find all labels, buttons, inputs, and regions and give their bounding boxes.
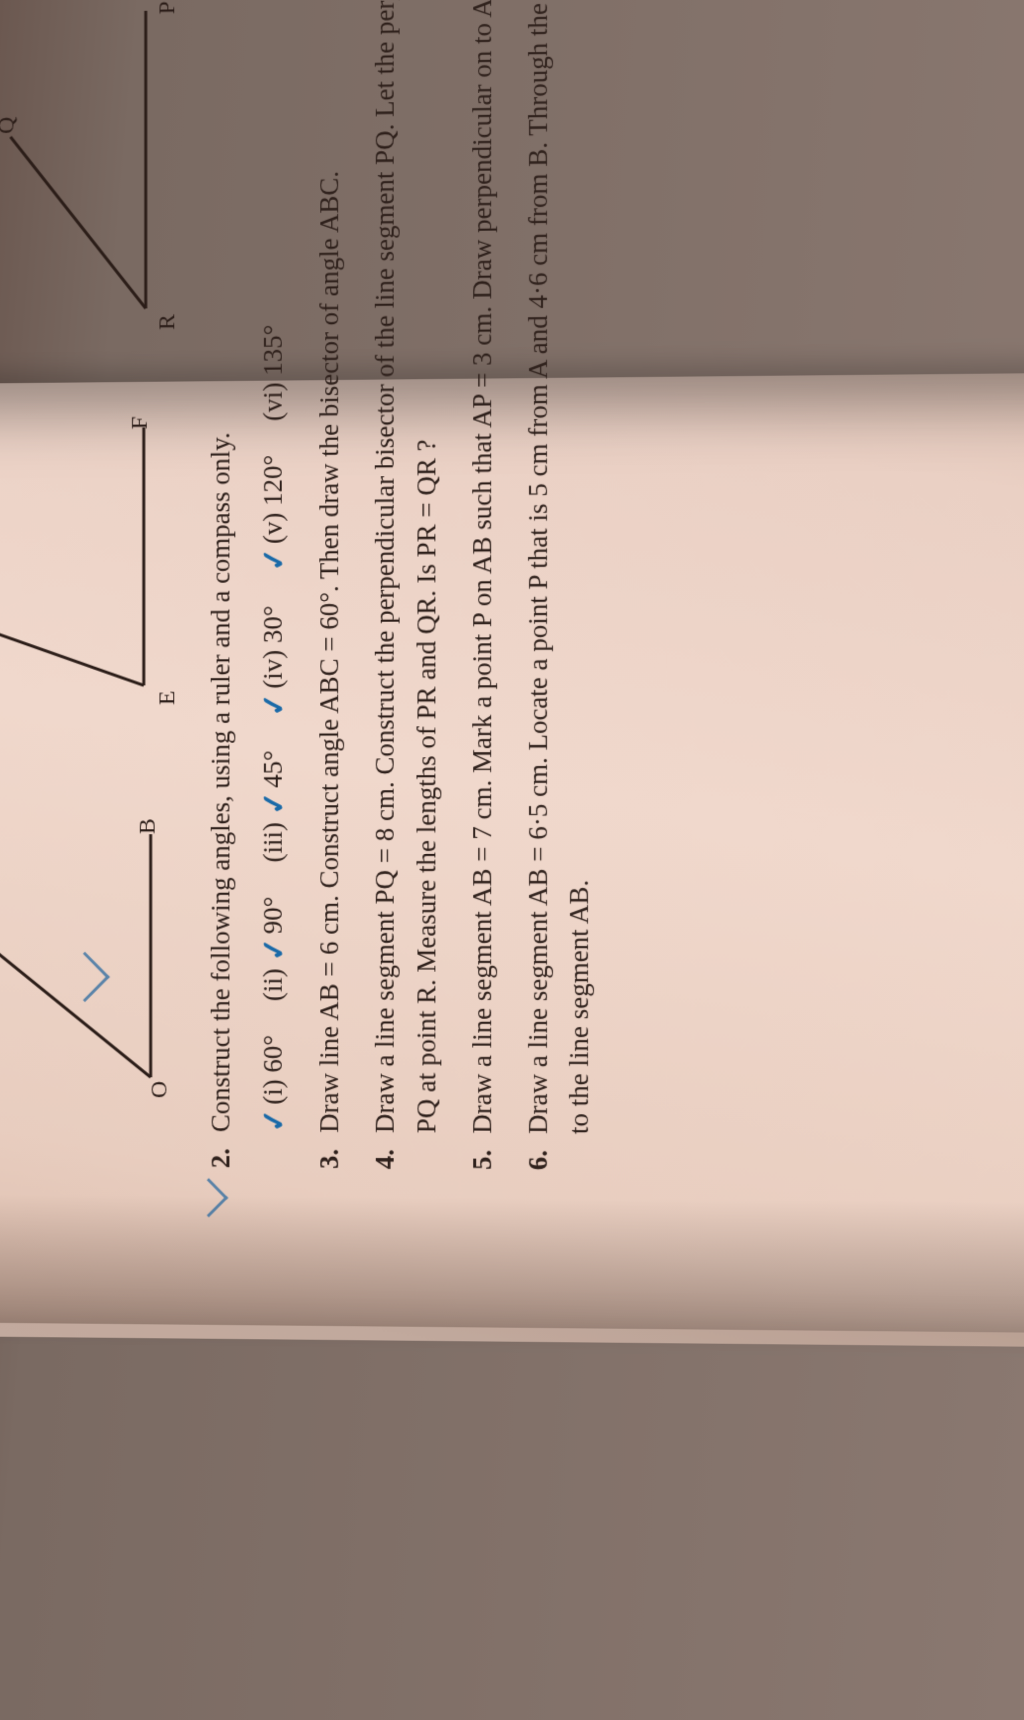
tick-icon: ✓ <box>250 787 299 818</box>
question-list: 1. Draw in your notebook the following a… <box>0 0 601 1198</box>
question-6: 6. Draw a line segment AB = 6·5 cm. Loca… <box>518 0 602 1198</box>
fig-ii-F: F <box>122 416 159 430</box>
q5-number: 5. <box>462 1150 504 1192</box>
q2-options: ✓ (i) 60° (ii) ✓ 90° (iii) ✓ 45° <box>250 0 296 1133</box>
q3-text: Draw line AB = 6 cm. Construct angle ABC… <box>315 171 345 1133</box>
tick-icon: ✓ <box>250 688 299 719</box>
q4-text: Draw a line segment PQ = 8 cm. Construct… <box>370 0 441 1133</box>
q6-number: 6. <box>518 1150 560 1192</box>
q1-figures: (i) A O B (ii) <box>0 0 175 1132</box>
tick-icon: ✓ <box>250 1105 299 1136</box>
q2-opt-v: ✓ (v) 120° <box>250 455 296 572</box>
tick-icon: ✓ <box>250 934 299 965</box>
q2-opt-vi: (vi) 135° <box>253 324 294 421</box>
q3-number: 3. <box>310 1149 351 1191</box>
page-gutter-shadow <box>0 1192 1024 1336</box>
q4-number: 4. <box>365 1149 407 1191</box>
book-page: EXERCISE 23(A) 1. Draw in your notebook … <box>0 370 1024 1351</box>
q2-text: Construct the following angles, using a … <box>206 432 236 1132</box>
q6-text: Draw a line segment AB = 6·5 cm. Locate … <box>523 0 595 1134</box>
q5-text: Draw a line segment AB = 7 cm. Mark a po… <box>467 0 497 1134</box>
q2-number: 2. <box>201 1148 242 1190</box>
q2-opt-iv: ✓ (iv) 30° <box>250 605 296 716</box>
fig-ii: (ii) D E F <box>0 407 175 745</box>
content: EXERCISE 23(A) 1. Draw in your notebook … <box>0 0 672 1199</box>
fig-iii: (iii) Q R P <box>0 0 175 350</box>
fig-i: (i) A O B <box>0 804 175 1132</box>
fig-i-O: O <box>142 1081 179 1098</box>
fig-iii-Q: Q <box>0 116 25 134</box>
fig-i-B: B <box>130 818 167 834</box>
fig-iii-svg <box>0 0 175 350</box>
question-4: 4. Draw a line segment PQ = 8 cm. Constr… <box>365 0 448 1197</box>
question-2: 2. Construct the following angles, using… <box>201 0 296 1196</box>
tick-icon: ✓ <box>250 544 299 575</box>
question-5: 5. Draw a line segment AB = 7 cm. Mark a… <box>462 0 504 1198</box>
question-3: 3. Draw line AB = 6 cm. Construct angle … <box>310 0 351 1197</box>
q2-opt-ii: (ii) ✓ 90° <box>250 896 296 1001</box>
fig-ii-E: E <box>150 691 187 706</box>
question-1: 1. Draw in your notebook the following a… <box>0 0 175 1196</box>
q2-opt-i: ✓ (i) 60° <box>250 1035 296 1133</box>
fig-iii-R: R <box>150 314 187 330</box>
fig-iii-P: P <box>150 1 187 15</box>
q2-opt-iii: (iii) ✓ 45° <box>250 750 296 862</box>
scene: EXERCISE 23(A) 1. Draw in your notebook … <box>0 0 1024 1720</box>
